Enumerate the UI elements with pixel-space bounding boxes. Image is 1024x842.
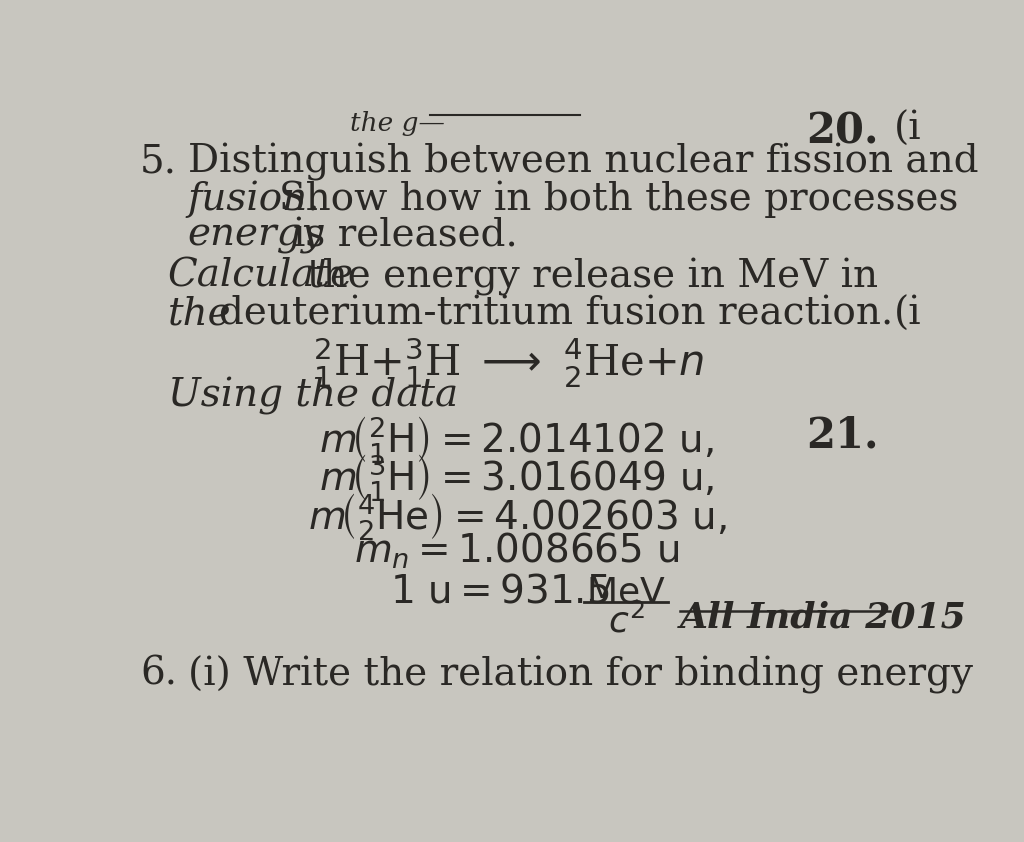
Text: 21.: 21. [807,414,879,456]
Text: Using the data: Using the data [168,377,458,415]
Text: $\mathrm{MeV}$: $\mathrm{MeV}$ [587,576,667,610]
Text: ${}^{2}_{1}$H$+{}^{3}_{1}$H $\longrightarrow$ ${}^{4}_{2}$He$+n$: ${}^{2}_{1}$H$+{}^{3}_{1}$H $\longrighta… [313,336,705,390]
Text: is released.: is released. [293,217,518,254]
Text: deuterium-tritium fusion reaction.: deuterium-tritium fusion reaction. [219,296,894,333]
Text: 5.: 5. [140,143,177,180]
Text: $m_{n}=1.008665\ \mathrm{u}$: $m_{n}=1.008665\ \mathrm{u}$ [354,531,679,571]
Text: $m\!\left({}^{3}_{1}\mathrm{H}\right)=3.016049\ \mathrm{u},$: $m\!\left({}^{3}_{1}\mathrm{H}\right)=3.… [319,452,715,504]
Text: the g—: the g— [350,111,445,136]
Text: Show how in both these processes: Show how in both these processes [279,180,958,217]
Text: 20.: 20. [807,111,879,152]
Text: the: the [168,296,231,333]
Text: $c^{2}$: $c^{2}$ [608,604,645,640]
Text: $m\!\left({}^{4}_{2}\mathrm{He}\right)=4.002603\ \mathrm{u},$: $m\!\left({}^{4}_{2}\mathrm{He}\right)=4… [307,492,726,542]
Text: fusion.: fusion. [187,180,321,217]
Text: (i: (i [894,111,922,147]
Text: All India 2015: All India 2015 [680,600,967,634]
Text: the energy release in MeV in: the energy release in MeV in [306,258,878,296]
Text: (i) Write the relation for binding energy: (i) Write the relation for binding energ… [187,655,973,694]
Text: energy: energy [187,217,324,254]
Text: 6.: 6. [140,655,177,692]
Text: Distinguish between nuclear fission and: Distinguish between nuclear fission and [187,143,978,181]
Text: (i: (i [894,296,922,333]
Text: $1\ \mathrm{u}=931.5$: $1\ \mathrm{u}=931.5$ [390,573,609,610]
Text: Calculate: Calculate [168,258,354,295]
Text: $m\!\left({}^{2}_{1}\mathrm{H}\right)=2.014102\ \mathrm{u},$: $m\!\left({}^{2}_{1}\mathrm{H}\right)=2.… [319,414,715,465]
